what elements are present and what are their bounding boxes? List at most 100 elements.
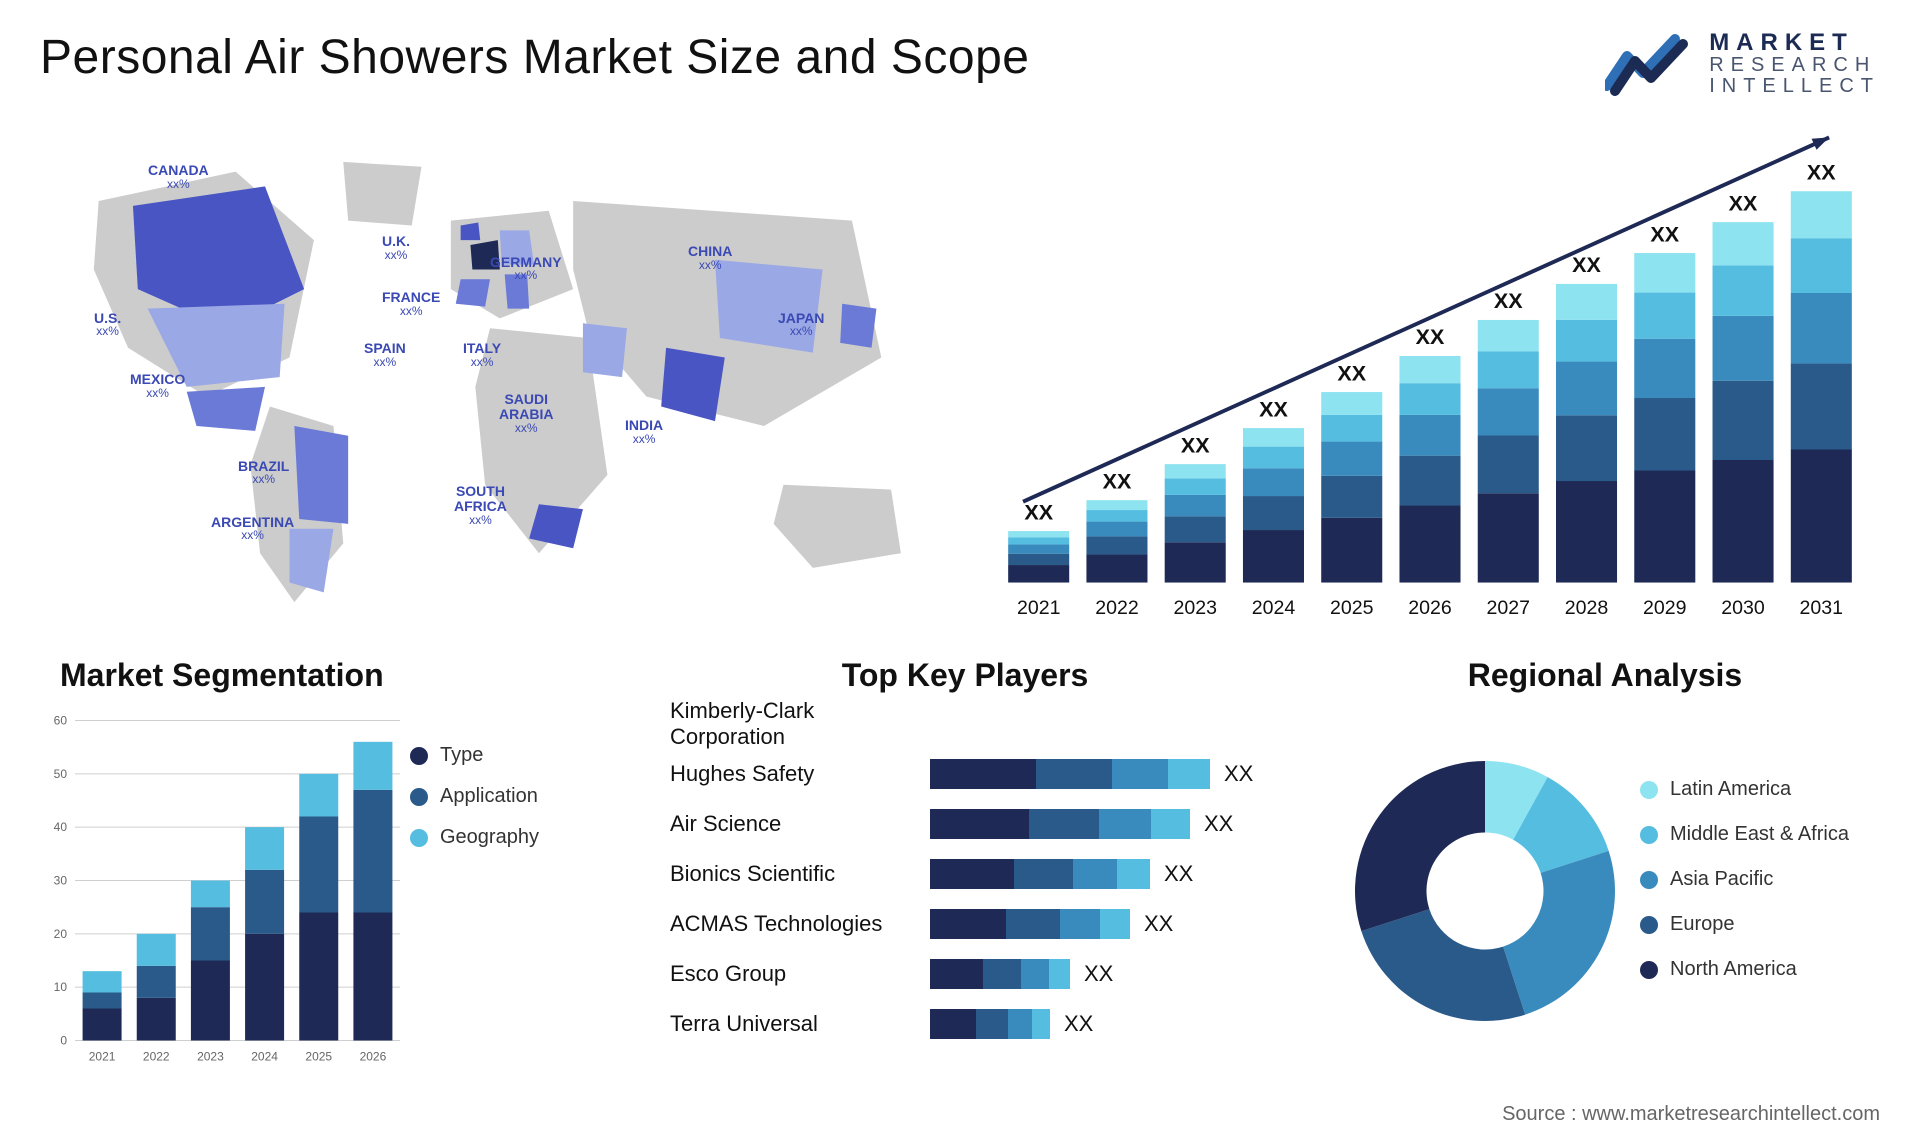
player-row: ACMAS Technologies XX bbox=[670, 904, 1290, 944]
legend-item: Geography bbox=[410, 826, 600, 849]
svg-text:2023: 2023 bbox=[197, 1050, 224, 1064]
legend-item: Asia Pacific bbox=[1640, 868, 1860, 891]
svg-text:2024: 2024 bbox=[251, 1050, 278, 1064]
player-value: XX bbox=[1144, 911, 1173, 937]
svg-text:2025: 2025 bbox=[305, 1050, 332, 1064]
player-value: XX bbox=[1064, 1011, 1093, 1037]
legend-swatch bbox=[1640, 961, 1658, 979]
regional-legend: Latin America Middle East & Africa Asia Pa… bbox=[1640, 778, 1880, 1003]
legend-swatch bbox=[410, 829, 428, 847]
legend-item: Type bbox=[410, 744, 600, 767]
player-row: Bionics ScientificXX bbox=[670, 854, 1290, 894]
logo-line3: INTELLECT bbox=[1709, 76, 1880, 97]
legend-swatch bbox=[1640, 826, 1658, 844]
svg-text:XX: XX bbox=[1181, 434, 1210, 458]
svg-text:XX: XX bbox=[1807, 161, 1836, 185]
legend-label: Application bbox=[440, 785, 538, 808]
legend-swatch bbox=[410, 788, 428, 806]
player-bar bbox=[930, 909, 1130, 939]
legend-swatch bbox=[410, 747, 428, 765]
player-value: XX bbox=[1084, 961, 1113, 987]
legend-swatch bbox=[1640, 871, 1658, 889]
player-value: XX bbox=[1224, 761, 1253, 787]
player-row: Terra Universal XX bbox=[670, 1004, 1290, 1044]
key-players-list: Kimberly-Clark Corporation Hughes Safety X… bbox=[640, 704, 1290, 1044]
svg-text:XX: XX bbox=[1729, 192, 1758, 216]
player-row: Kimberly-Clark Corporation bbox=[670, 704, 1290, 744]
legend-label: North America bbox=[1670, 958, 1797, 981]
svg-text:XX: XX bbox=[1416, 325, 1445, 349]
svg-text:2021: 2021 bbox=[89, 1050, 116, 1064]
forecast-chart: XX2021XX2022XX2023XX2024XX2025XX2026XX20… bbox=[980, 127, 1880, 637]
legend-item: Middle East & Africa bbox=[1640, 823, 1860, 846]
segmentation-title: Market Segmentation bbox=[40, 657, 600, 694]
legend-item: Latin America bbox=[1640, 778, 1860, 801]
svg-text:40: 40 bbox=[54, 820, 68, 834]
logo-line1: MARKET bbox=[1709, 30, 1880, 55]
svg-text:10: 10 bbox=[54, 980, 68, 994]
map-label: ITALYxx% bbox=[463, 341, 501, 368]
svg-text:XX: XX bbox=[1494, 289, 1523, 313]
svg-text:60: 60 bbox=[54, 714, 68, 728]
regional-panel: Regional Analysis Latin America Middle Ea… bbox=[1330, 657, 1880, 1077]
svg-text:2026: 2026 bbox=[360, 1050, 387, 1064]
player-bar bbox=[930, 859, 1150, 889]
map-label: ARGENTINAxx% bbox=[211, 515, 294, 542]
key-players-panel: Top Key Players Kimberly-Clark Corporati… bbox=[640, 657, 1290, 1077]
svg-text:2024: 2024 bbox=[1252, 597, 1296, 619]
segmentation-panel: Market Segmentation 01020304050602021202… bbox=[40, 657, 600, 1077]
legend-swatch bbox=[1640, 916, 1658, 934]
page-title: Personal Air Showers Market Size and Sco… bbox=[40, 30, 1029, 85]
regional-title: Regional Analysis bbox=[1330, 657, 1880, 694]
player-bar bbox=[930, 759, 1210, 789]
svg-text:2023: 2023 bbox=[1173, 597, 1217, 619]
map-label: CHINAxx% bbox=[688, 244, 732, 271]
legend-item: North America bbox=[1640, 958, 1860, 981]
logo-text: MARKET RESEARCH INTELLECT bbox=[1709, 30, 1880, 97]
svg-text:2029: 2029 bbox=[1643, 597, 1686, 619]
map-label: MEXICOxx% bbox=[130, 372, 185, 399]
player-name: Terra Universal bbox=[670, 1011, 930, 1037]
brand-logo: MARKET RESEARCH INTELLECT bbox=[1605, 30, 1880, 97]
legend-label: Geography bbox=[440, 826, 539, 849]
key-players-title: Top Key Players bbox=[640, 657, 1290, 694]
map-label: GERMANYxx% bbox=[490, 255, 562, 282]
player-name: Air Science bbox=[670, 811, 930, 837]
player-bar bbox=[930, 959, 1070, 989]
map-label: FRANCExx% bbox=[382, 290, 440, 317]
svg-text:2028: 2028 bbox=[1565, 597, 1609, 619]
map-label: SPAINxx% bbox=[364, 341, 406, 368]
map-label: CANADAxx% bbox=[148, 163, 209, 190]
svg-text:2022: 2022 bbox=[1095, 597, 1138, 619]
player-name: Hughes Safety bbox=[670, 761, 930, 787]
legend-label: Type bbox=[440, 744, 483, 767]
svg-text:XX: XX bbox=[1103, 470, 1132, 494]
legend-item: Application bbox=[410, 785, 600, 808]
player-row: Air Science XX bbox=[670, 804, 1290, 844]
logo-mark-icon bbox=[1605, 31, 1695, 96]
player-row: Esco GroupXX bbox=[670, 954, 1290, 994]
player-name: ACMAS Technologies bbox=[670, 911, 930, 937]
legend-label: Middle East & Africa bbox=[1670, 823, 1849, 846]
top-row: CANADAxx%U.S.xx%MEXICOxx%BRAZILxx%ARGENT… bbox=[40, 127, 1880, 637]
map-label: INDIAxx% bbox=[625, 418, 663, 445]
svg-text:0: 0 bbox=[60, 1034, 67, 1048]
header: Personal Air Showers Market Size and Sco… bbox=[40, 30, 1880, 97]
svg-text:2026: 2026 bbox=[1408, 597, 1452, 619]
player-value: XX bbox=[1164, 861, 1193, 887]
map-label: SOUTHAFRICAxx% bbox=[454, 484, 507, 526]
forecast-chart-svg: XX2021XX2022XX2023XX2024XX2025XX2026XX20… bbox=[980, 127, 1880, 637]
player-name: Kimberly-Clark Corporation bbox=[670, 698, 930, 750]
svg-text:XX: XX bbox=[1572, 253, 1601, 277]
svg-text:2031: 2031 bbox=[1800, 597, 1843, 619]
source-text: Source : www.marketresearchintellect.com bbox=[1502, 1103, 1880, 1126]
logo-line2: RESEARCH bbox=[1709, 55, 1880, 76]
player-value: XX bbox=[1204, 811, 1233, 837]
svg-text:XX: XX bbox=[1259, 398, 1288, 422]
segmentation-chart-svg: 0102030405060202120222023202420252026 bbox=[40, 704, 410, 1077]
map-label: U.K.xx% bbox=[382, 234, 410, 261]
svg-text:2027: 2027 bbox=[1487, 597, 1530, 619]
legend-label: Latin America bbox=[1670, 778, 1791, 801]
world-map-panel: CANADAxx%U.S.xx%MEXICOxx%BRAZILxx%ARGENT… bbox=[40, 127, 940, 637]
map-label: BRAZILxx% bbox=[238, 459, 289, 486]
